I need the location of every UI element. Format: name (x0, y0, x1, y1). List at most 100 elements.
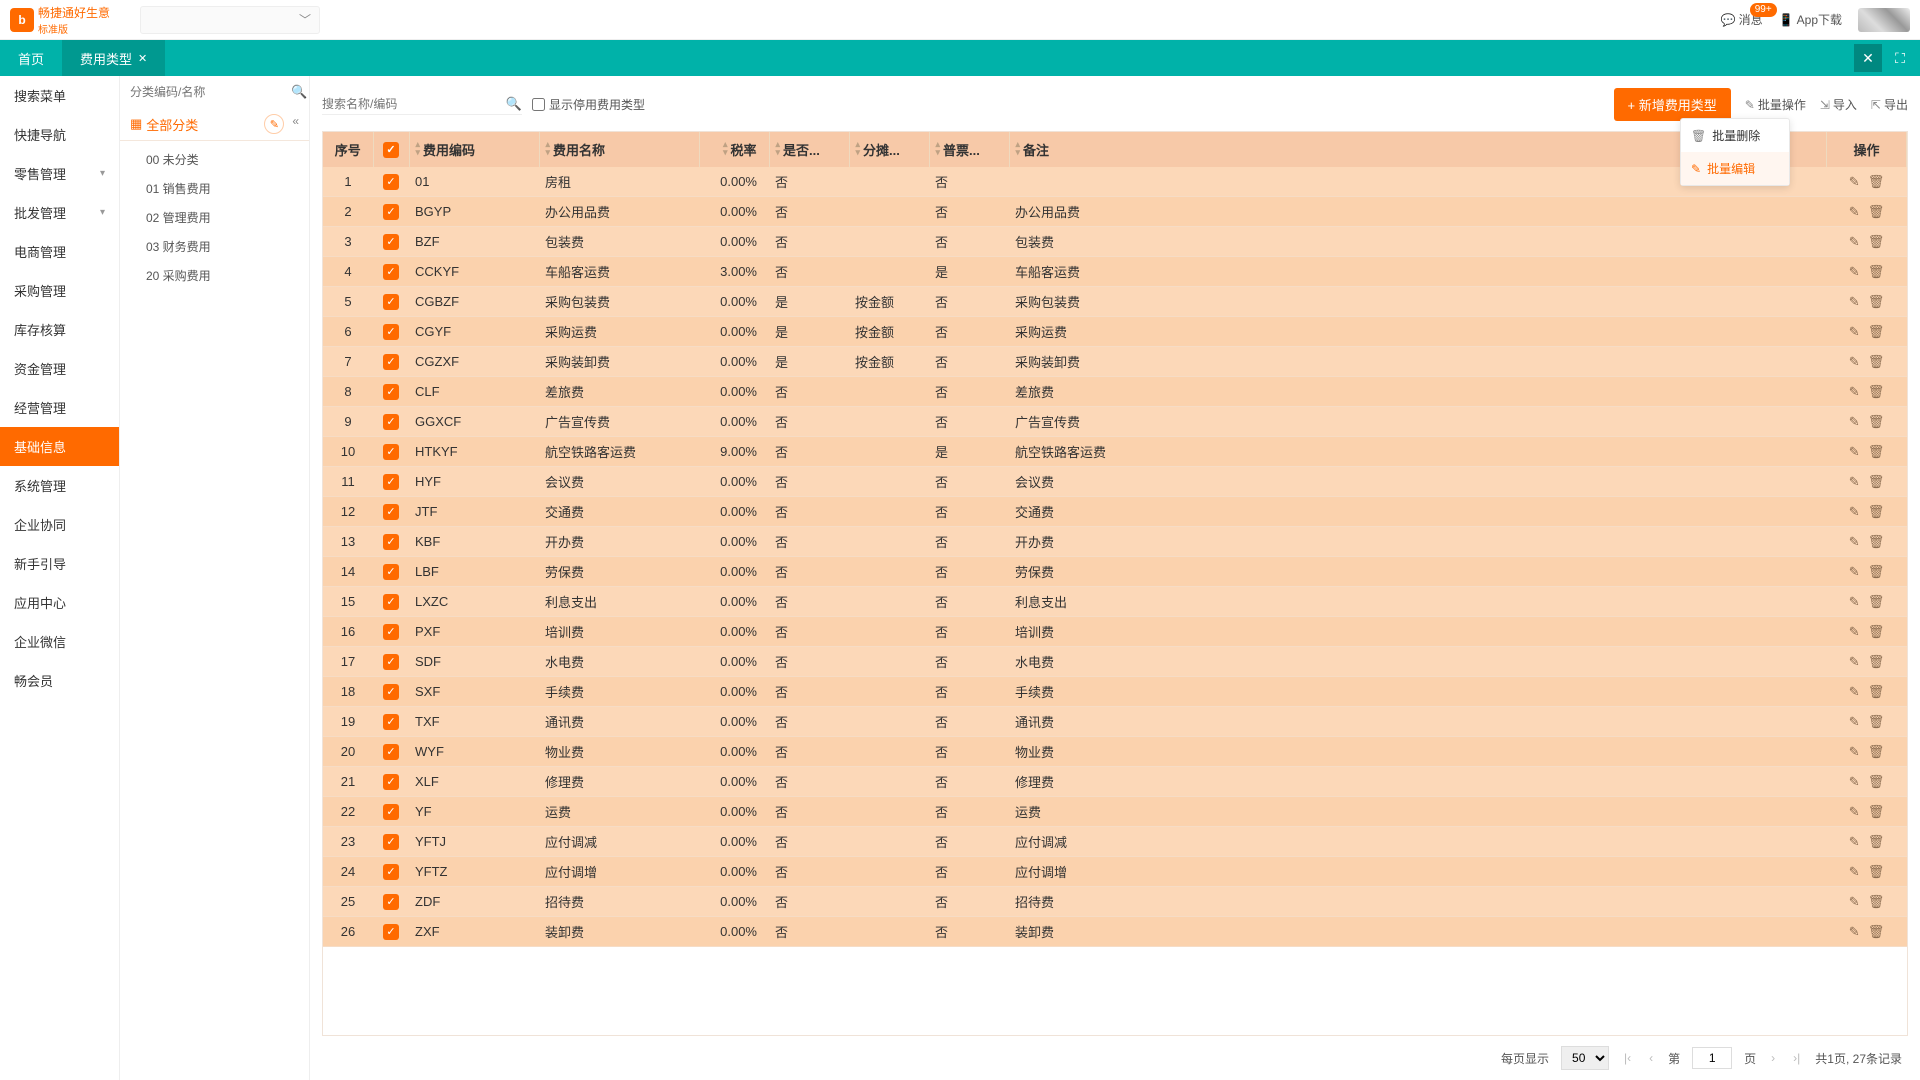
row-checkbox[interactable]: ✓ (383, 324, 399, 340)
collapse-icon[interactable]: « (292, 114, 299, 134)
close-panel-button[interactable]: ✕ (1854, 44, 1882, 72)
show-disabled-checkbox[interactable]: 显示停用费用类型 (532, 96, 645, 113)
th-name[interactable]: ▴▾费用名称 (539, 132, 699, 167)
table-row[interactable]: 13✓KBF开办费0.00%否否开办费✎🗑 (323, 527, 1907, 557)
batch-delete-item[interactable]: 🗑批量删除 (1681, 119, 1789, 152)
th-bool1[interactable]: ▴▾是否... (769, 132, 849, 167)
sidebar-item[interactable]: 搜索菜单 (0, 76, 119, 115)
row-checkbox[interactable]: ✓ (383, 474, 399, 490)
row-checkbox[interactable]: ✓ (383, 504, 399, 520)
sidebar-item[interactable]: 企业微信 (0, 622, 119, 661)
edit-icon[interactable]: ✎ (1849, 774, 1860, 790)
sidebar-item[interactable]: 畅会员 (0, 661, 119, 700)
edit-icon[interactable]: ✎ (1849, 384, 1860, 400)
delete-icon[interactable]: 🗑 (1868, 504, 1885, 520)
delete-icon[interactable]: 🗑 (1868, 834, 1885, 850)
category-item[interactable]: 01 销售费用 (120, 174, 309, 203)
row-checkbox[interactable]: ✓ (383, 264, 399, 280)
pager-first[interactable]: |‹ (1621, 1051, 1634, 1065)
close-icon[interactable]: ✕ (138, 52, 147, 65)
table-row[interactable]: 1✓01房租0.00%否否✎🗑 (323, 167, 1907, 197)
table-row[interactable]: 18✓SXF手续费0.00%否否手续费✎🗑 (323, 677, 1907, 707)
edit-icon[interactable]: ✎ (1849, 324, 1860, 340)
sidebar-item[interactable]: 企业协同 (0, 505, 119, 544)
tab-expense-type[interactable]: 费用类型 ✕ (62, 40, 165, 76)
edit-icon[interactable]: ✎ (1849, 174, 1860, 190)
row-checkbox[interactable]: ✓ (383, 174, 399, 190)
edit-icon[interactable]: ✎ (1849, 924, 1860, 940)
edit-icon[interactable]: ✎ (1849, 624, 1860, 640)
delete-icon[interactable]: 🗑 (1868, 444, 1885, 460)
table-row[interactable]: 19✓TXF通讯费0.00%否否通讯费✎🗑 (323, 707, 1907, 737)
delete-icon[interactable]: 🗑 (1868, 294, 1885, 310)
category-item[interactable]: 03 财务费用 (120, 232, 309, 261)
edit-icon[interactable]: ✎ (1849, 564, 1860, 580)
sidebar-item[interactable]: 资金管理 (0, 349, 119, 388)
th-index[interactable]: 序号 (323, 132, 373, 167)
delete-icon[interactable]: 🗑 (1868, 534, 1885, 550)
edit-category-icon[interactable]: ✎ (264, 114, 284, 134)
delete-icon[interactable]: 🗑 (1868, 804, 1885, 820)
sidebar-item[interactable]: 应用中心 (0, 583, 119, 622)
table-row[interactable]: 21✓XLF修理费0.00%否否修理费✎🗑 (323, 767, 1907, 797)
sidebar-item[interactable]: 经营管理 (0, 388, 119, 427)
table-row[interactable]: 26✓ZXF装卸费0.00%否否装卸费✎🗑 (323, 917, 1907, 947)
th-share[interactable]: ▴▾分摊... (849, 132, 929, 167)
delete-icon[interactable]: 🗑 (1868, 864, 1885, 880)
table-row[interactable]: 23✓YFTJ应付调减0.00%否否应付调减✎🗑 (323, 827, 1907, 857)
pager-prev[interactable]: ‹ (1646, 1051, 1656, 1065)
import-button[interactable]: ⇲导入 (1820, 96, 1857, 113)
table-row[interactable]: 15✓LXZC利息支出0.00%否否利息支出✎🗑 (323, 587, 1907, 617)
edit-icon[interactable]: ✎ (1849, 234, 1860, 250)
row-checkbox[interactable]: ✓ (383, 864, 399, 880)
sidebar-item[interactable]: 批发管理▾ (0, 193, 119, 232)
delete-icon[interactable]: 🗑 (1868, 354, 1885, 370)
row-checkbox[interactable]: ✓ (383, 894, 399, 910)
table-row[interactable]: 16✓PXF培训费0.00%否否培训费✎🗑 (323, 617, 1907, 647)
add-button[interactable]: + 新增费用类型 (1614, 88, 1731, 121)
category-item[interactable]: 00 未分类 (120, 145, 309, 174)
row-checkbox[interactable]: ✓ (383, 654, 399, 670)
category-all[interactable]: ▦ 全部分类 (130, 115, 198, 134)
sidebar-item[interactable]: 系统管理 (0, 466, 119, 505)
edit-icon[interactable]: ✎ (1849, 294, 1860, 310)
sidebar-item[interactable]: 基础信息 (0, 427, 119, 466)
row-checkbox[interactable]: ✓ (383, 414, 399, 430)
table-row[interactable]: 14✓LBF劳保费0.00%否否劳保费✎🗑 (323, 557, 1907, 587)
search-icon[interactable]: 🔍 (506, 96, 522, 112)
delete-icon[interactable]: 🗑 (1868, 474, 1885, 490)
row-checkbox[interactable]: ✓ (383, 774, 399, 790)
edit-icon[interactable]: ✎ (1849, 834, 1860, 850)
store-selector[interactable]: ﹀ (140, 6, 320, 34)
table-row[interactable]: 5✓CGBZF采购包装费0.00%是按金额否采购包装费✎🗑 (323, 287, 1907, 317)
th-code[interactable]: ▴▾费用编码 (409, 132, 539, 167)
table-row[interactable]: 7✓CGZXF采购装卸费0.00%是按金额否采购装卸费✎🗑 (323, 347, 1907, 377)
delete-icon[interactable]: 🗑 (1868, 774, 1885, 790)
table-row[interactable]: 8✓CLF差旅费0.00%否否差旅费✎🗑 (323, 377, 1907, 407)
row-checkbox[interactable]: ✓ (383, 684, 399, 700)
delete-icon[interactable]: 🗑 (1868, 204, 1885, 220)
sidebar-item[interactable]: 新手引导 (0, 544, 119, 583)
pager-next[interactable]: › (1768, 1051, 1778, 1065)
edit-icon[interactable]: ✎ (1849, 864, 1860, 880)
delete-icon[interactable]: 🗑 (1868, 174, 1885, 190)
table-row[interactable]: 6✓CGYF采购运费0.00%是按金额否采购运费✎🗑 (323, 317, 1907, 347)
edit-icon[interactable]: ✎ (1849, 894, 1860, 910)
sidebar-item[interactable]: 库存核算 (0, 310, 119, 349)
edit-icon[interactable]: ✎ (1849, 534, 1860, 550)
table-row[interactable]: 25✓ZDF招待费0.00%否否招待费✎🗑 (323, 887, 1907, 917)
edit-icon[interactable]: ✎ (1849, 744, 1860, 760)
row-checkbox[interactable]: ✓ (383, 534, 399, 550)
page-size-select[interactable]: 50 (1561, 1046, 1609, 1070)
app-download-link[interactable]: 📱 App下载 (1779, 11, 1842, 28)
search-input[interactable] (322, 97, 506, 111)
table-row[interactable]: 22✓YF运费0.00%否否运费✎🗑 (323, 797, 1907, 827)
delete-icon[interactable]: 🗑 (1868, 894, 1885, 910)
row-checkbox[interactable]: ✓ (383, 924, 399, 940)
edit-icon[interactable]: ✎ (1849, 654, 1860, 670)
table-row[interactable]: 3✓BZF包装费0.00%否否包装费✎🗑 (323, 227, 1907, 257)
edit-icon[interactable]: ✎ (1849, 714, 1860, 730)
th-bool2[interactable]: ▴▾普票... (929, 132, 1009, 167)
sidebar-item[interactable]: 电商管理 (0, 232, 119, 271)
edit-icon[interactable]: ✎ (1849, 204, 1860, 220)
